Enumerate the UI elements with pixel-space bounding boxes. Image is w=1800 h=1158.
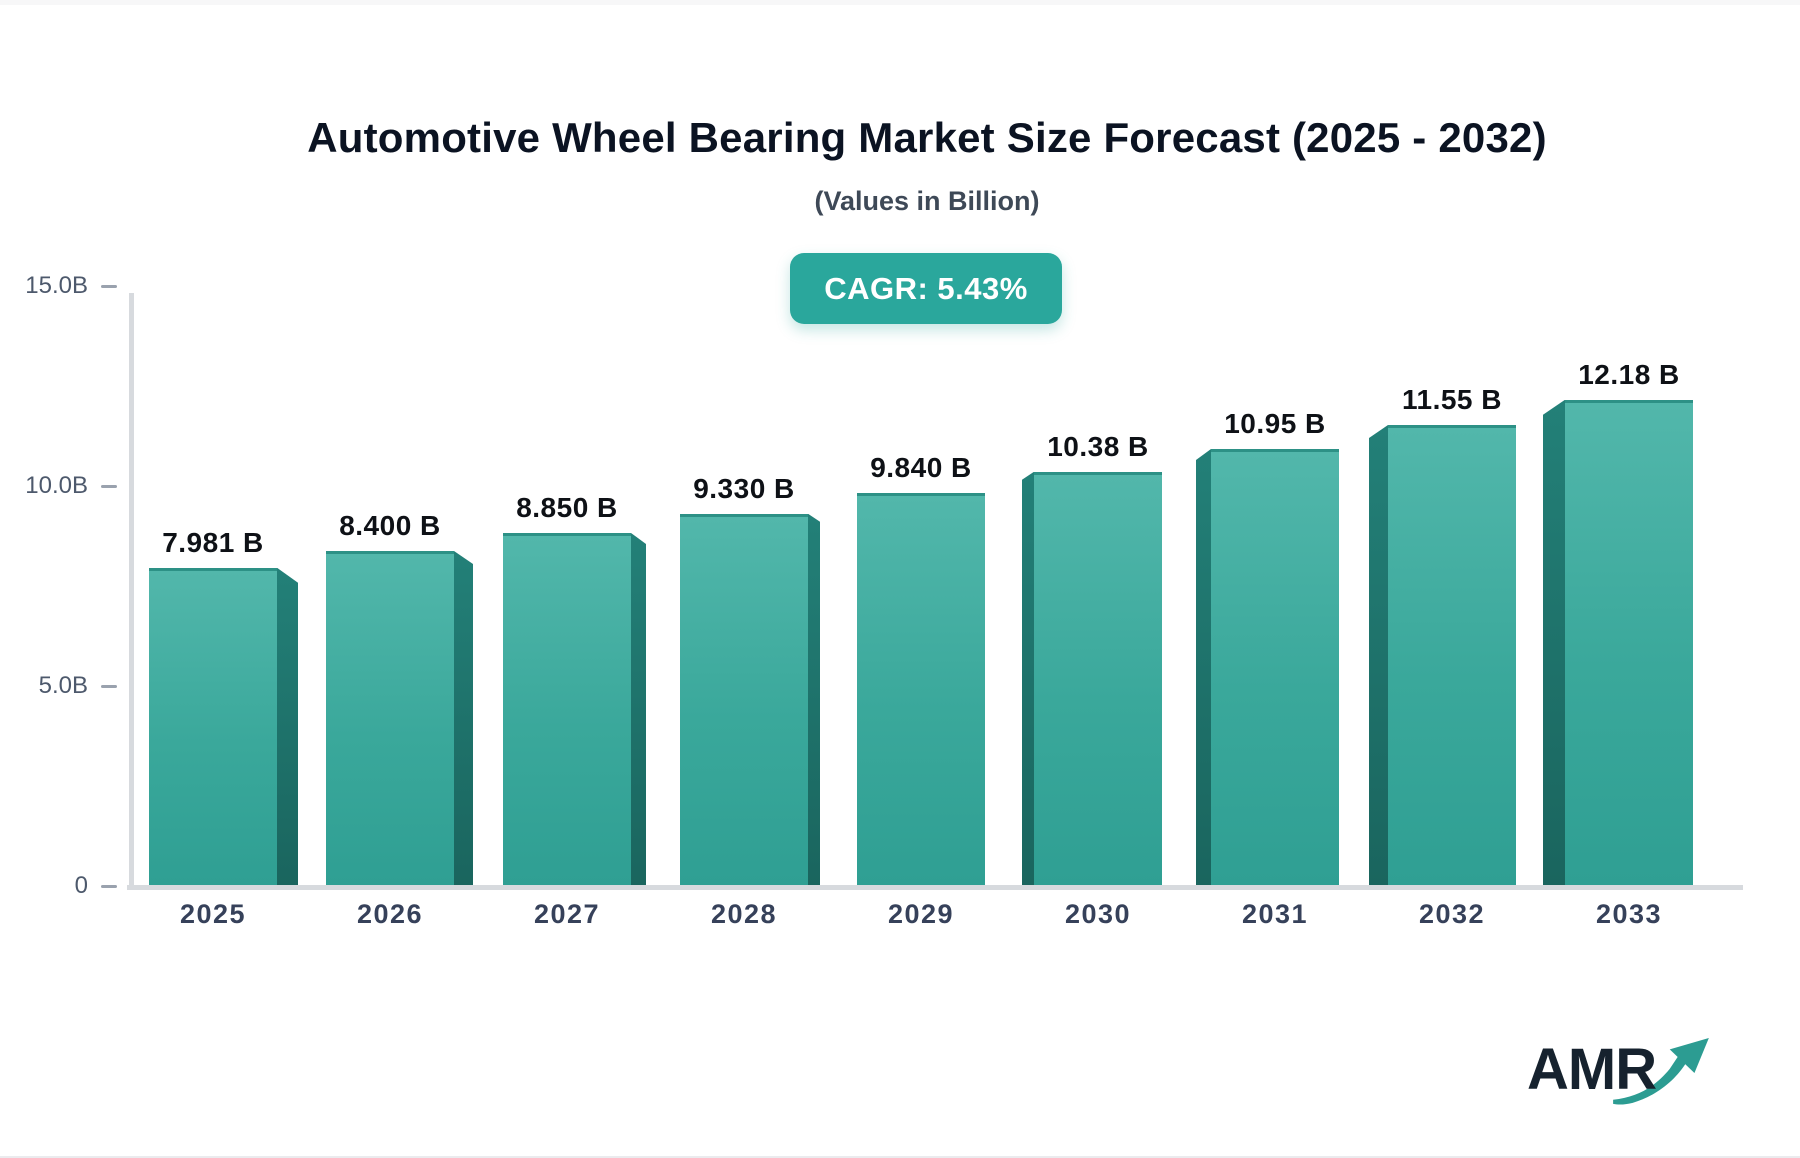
x-tick-label: 2032: [1418, 899, 1486, 929]
y-tick-label: 15.0B: [25, 272, 88, 299]
y-tick-dash: [101, 685, 117, 688]
bar-side-face: [1369, 425, 1388, 885]
top-edge-divider: [0, 0, 1800, 5]
bar-value-label: 9.840 B: [870, 452, 972, 484]
cagr-badge: CAGR: 5.43%: [790, 253, 1062, 324]
bar-face: [1211, 449, 1339, 885]
x-tick-label: 2027: [533, 899, 601, 929]
bar-face: [1565, 399, 1693, 885]
bar-side-face: [1196, 449, 1211, 885]
amr-logo-text: AMR: [1527, 1037, 1657, 1102]
bar-face: [149, 567, 277, 885]
x-tick-label: 2030: [1064, 899, 1132, 929]
bar-face: [1034, 471, 1162, 885]
bar-side-face: [808, 513, 820, 885]
x-tick-label: 2031: [1241, 899, 1309, 929]
bar-value-label: 8.400 B: [339, 510, 441, 541]
x-tick-label: 2026: [356, 899, 424, 929]
bar-value-label: 9.330 B: [693, 472, 795, 504]
bar-face: [857, 493, 985, 885]
x-tick-label: 2029: [887, 899, 955, 929]
y-tick-dash: [101, 885, 117, 888]
bar-value-label: 10.38 B: [1047, 430, 1149, 462]
y-tick-label: 0: [74, 872, 88, 899]
bar-face: [326, 551, 454, 885]
bar-side-face: [454, 551, 473, 885]
bar-value-label: 11.55 B: [1401, 384, 1503, 415]
x-axis-line: [127, 885, 1743, 890]
bar-side-face: [1022, 471, 1034, 885]
amr-logo: AMR: [1527, 1036, 1717, 1116]
bar-value-label: 8.850 B: [516, 492, 618, 523]
y-tick-dash: [101, 485, 117, 488]
x-tick-label: 2028: [710, 899, 778, 929]
bar-face: [1388, 425, 1516, 885]
x-tick-label: 2033: [1595, 899, 1663, 929]
bar-value-label: 10.95 B: [1224, 408, 1326, 439]
bar-side-face: [1543, 399, 1565, 885]
bar-face: [680, 513, 808, 885]
bar-face: [503, 533, 631, 885]
y-tick-label: 5.0B: [38, 672, 88, 699]
bar-value-label: 7.981 B: [162, 526, 264, 558]
chart-title: Automotive Wheel Bearing Market Size For…: [307, 114, 1547, 161]
x-tick-label: 2025: [179, 899, 247, 929]
chart-subtitle: (Values in Billion): [814, 186, 1040, 216]
y-axis-line: [129, 293, 134, 889]
bar-side-face: [631, 533, 646, 885]
bar-side-face: [277, 567, 298, 885]
bar-value-label: 12.18 B: [1578, 358, 1680, 390]
y-tick-label: 10.0B: [25, 472, 88, 499]
y-tick-dash: [101, 285, 117, 288]
trending-up-arrow-icon: [1613, 1038, 1709, 1105]
